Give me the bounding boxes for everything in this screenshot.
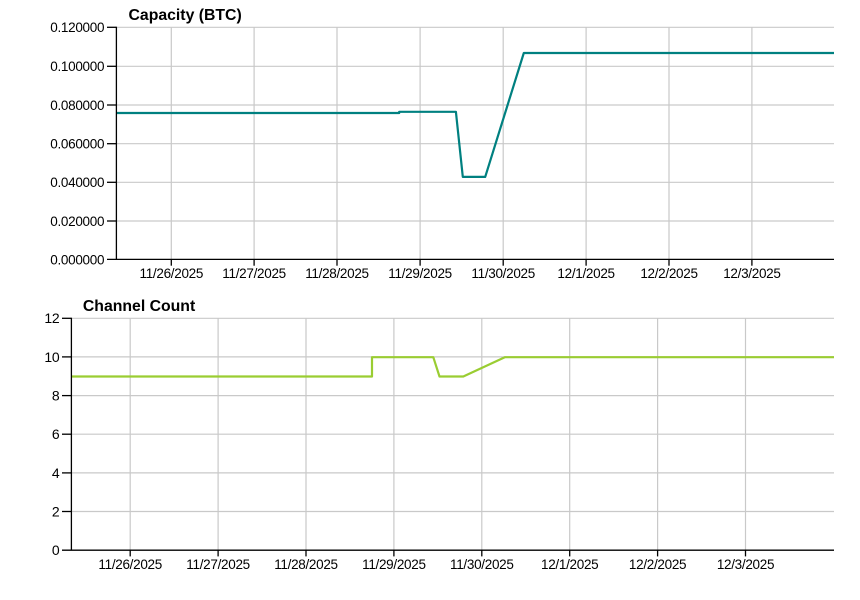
svg-text:11/28/2025: 11/28/2025 xyxy=(305,266,369,281)
svg-text:0.080000: 0.080000 xyxy=(50,98,104,113)
svg-text:0.020000: 0.020000 xyxy=(50,214,104,229)
svg-text:0: 0 xyxy=(52,542,60,558)
svg-text:11/28/2025: 11/28/2025 xyxy=(274,557,338,572)
svg-text:0.000000: 0.000000 xyxy=(50,252,104,267)
svg-text:0.120000: 0.120000 xyxy=(50,20,104,35)
svg-text:0.040000: 0.040000 xyxy=(50,175,104,190)
svg-text:11/26/2025: 11/26/2025 xyxy=(140,266,204,281)
svg-text:11/26/2025: 11/26/2025 xyxy=(98,557,162,572)
svg-text:12/3/2025: 12/3/2025 xyxy=(723,266,780,281)
svg-text:12/1/2025: 12/1/2025 xyxy=(557,266,614,281)
svg-text:12/1/2025: 12/1/2025 xyxy=(541,557,598,572)
svg-text:11/30/2025: 11/30/2025 xyxy=(471,266,535,281)
svg-text:0.060000: 0.060000 xyxy=(50,137,104,152)
svg-text:4: 4 xyxy=(52,465,60,481)
svg-text:12/2/2025: 12/2/2025 xyxy=(640,266,697,281)
svg-text:11/30/2025: 11/30/2025 xyxy=(450,557,514,572)
svg-text:12/3/2025: 12/3/2025 xyxy=(717,557,774,572)
svg-text:11/27/2025: 11/27/2025 xyxy=(186,557,250,572)
svg-text:0.100000: 0.100000 xyxy=(50,59,104,74)
svg-text:10: 10 xyxy=(44,349,59,365)
svg-text:12/2/2025: 12/2/2025 xyxy=(629,557,686,572)
svg-text:6: 6 xyxy=(52,426,60,442)
svg-text:11/29/2025: 11/29/2025 xyxy=(388,266,452,281)
svg-text:12: 12 xyxy=(44,310,59,326)
svg-text:2: 2 xyxy=(52,503,60,519)
svg-text:8: 8 xyxy=(52,388,60,404)
svg-text:11/29/2025: 11/29/2025 xyxy=(362,557,426,572)
svg-text:11/27/2025: 11/27/2025 xyxy=(222,266,286,281)
svg-text:Channel Count: Channel Count xyxy=(83,298,196,315)
svg-text:Capacity (BTC): Capacity (BTC) xyxy=(129,7,242,24)
